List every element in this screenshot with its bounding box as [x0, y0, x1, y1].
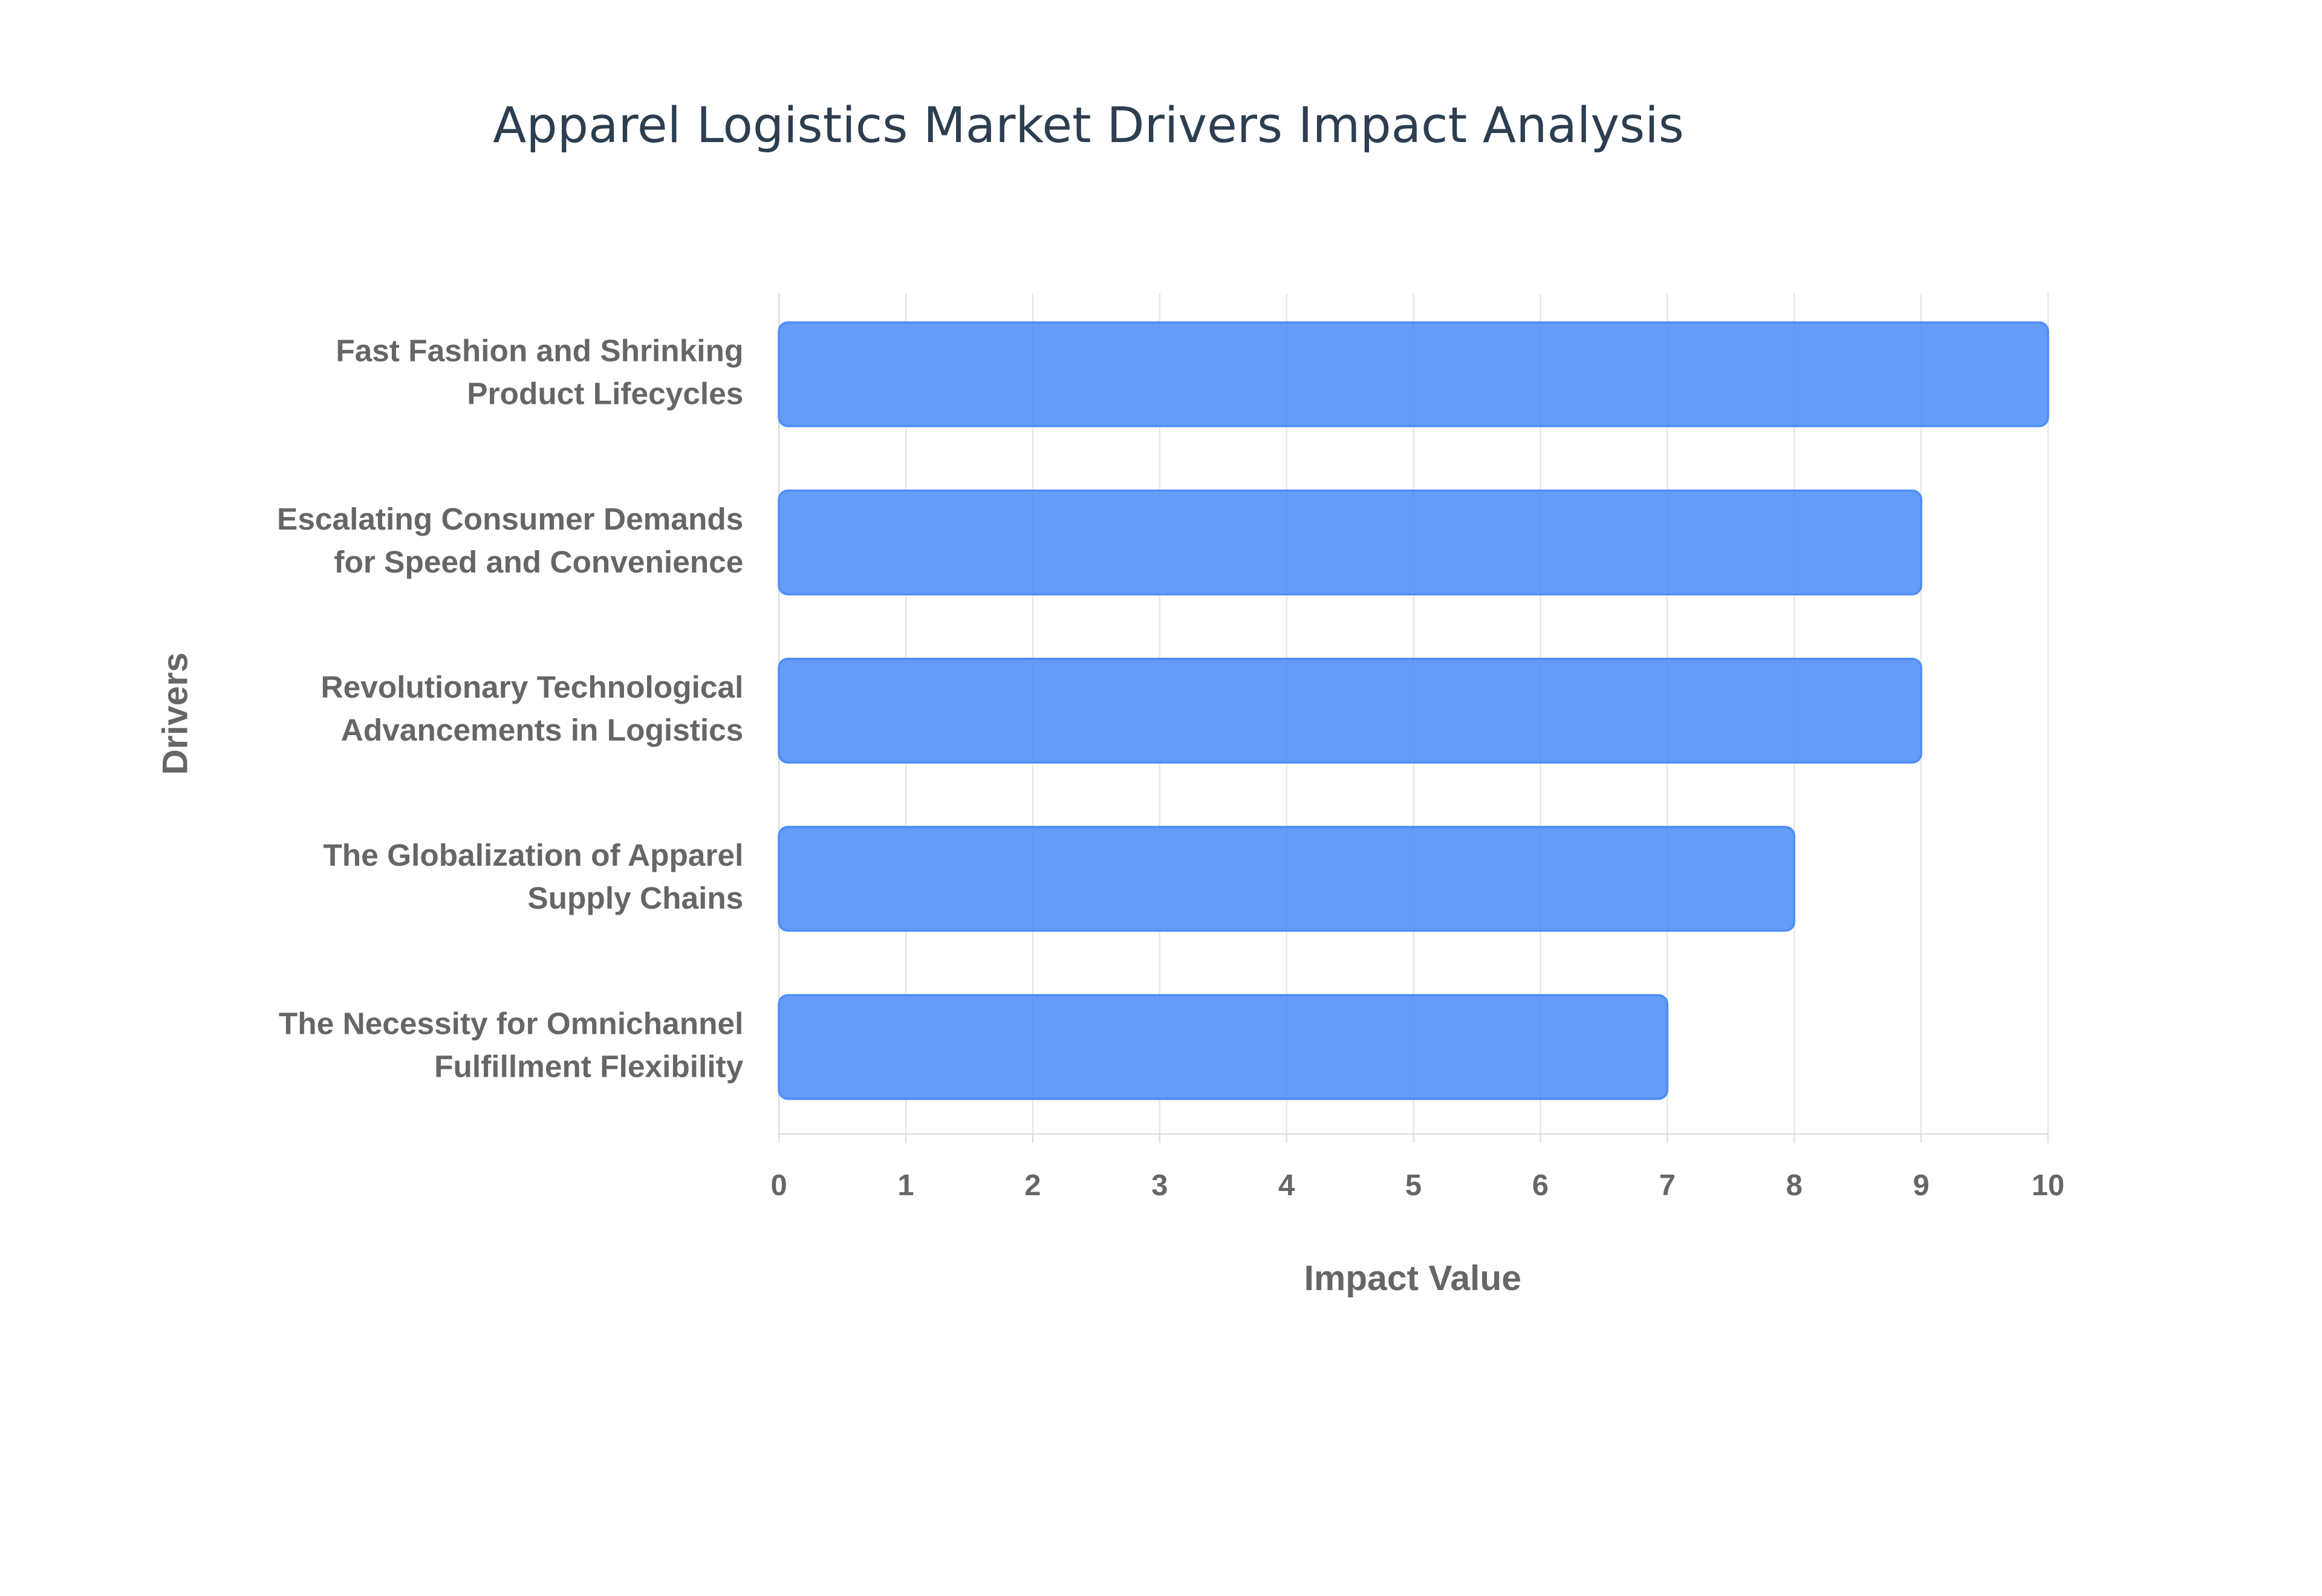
bar [778, 826, 1796, 932]
y-tick-label: Fast Fashion and Shrinking Product Lifecy… [336, 332, 743, 410]
y-tick-label: The Globalization of Apparel Supply Chain… [323, 837, 743, 915]
bar [778, 489, 1922, 595]
y-tick-label: Revolutionary Technological Advancements … [321, 669, 744, 747]
x-tick-label: 4 [1278, 1169, 1295, 1202]
bar [778, 994, 1669, 1100]
bar [778, 321, 2049, 427]
y-tick-label: The Necessity for Omnichannel Fulfillment… [279, 1005, 744, 1083]
x-tick-label: 5 [1405, 1169, 1422, 1202]
y-axis-title: Drivers [155, 652, 195, 775]
chart-title: Apparel Logistics Market Drivers Impact … [493, 97, 1684, 154]
x-tick-label: 7 [1659, 1169, 1676, 1202]
bar [778, 657, 1922, 764]
x-tick-label: 1 [897, 1169, 914, 1202]
x-tick-label: 10 [2032, 1169, 2064, 1202]
x-tick-label: 8 [1786, 1169, 1803, 1202]
x-tick-label: 3 [1151, 1169, 1168, 1202]
x-tick-label: 2 [1024, 1169, 1041, 1202]
y-tick-label: Escalating Consumer Demands for Speed and… [277, 501, 743, 579]
x-axis-title: Impact Value [1304, 1259, 1521, 1298]
x-tick-label: 6 [1532, 1169, 1549, 1202]
x-tick-label: 0 [771, 1169, 787, 1202]
x-tick-label: 9 [1913, 1169, 1929, 1202]
